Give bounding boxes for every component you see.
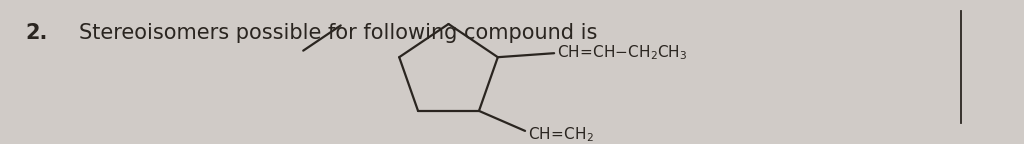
Text: 2.: 2. <box>26 23 48 43</box>
Text: CH$\!=\!$CH$_2$: CH$\!=\!$CH$_2$ <box>528 126 594 144</box>
Text: Stereoisomers possible for following compound is: Stereoisomers possible for following com… <box>79 23 597 43</box>
Text: CH$\!=\!$CH$-$CH$_2$CH$_3$: CH$\!=\!$CH$-$CH$_2$CH$_3$ <box>557 43 688 62</box>
